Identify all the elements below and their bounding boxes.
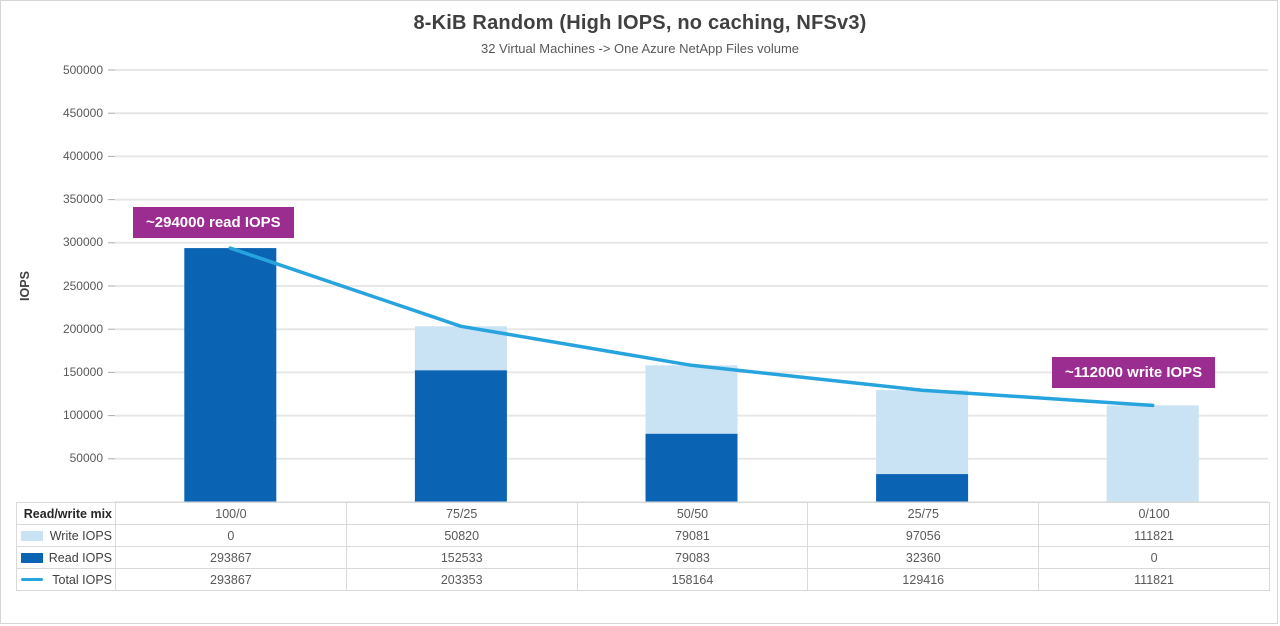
table-row-label: Write IOPS [49, 528, 112, 543]
data-table: Read/write mix 100/0 75/25 50/50 25/75 0/100 W… [16, 502, 1270, 591]
table-cell-r1-c2: 79081 [577, 525, 809, 547]
chart-title: 8-KiB Random (High IOPS, no caching, NFS… [413, 12, 867, 34]
write-iops-bar [414, 326, 507, 371]
y-tick-label: 450000 [62, 105, 103, 120]
y-tick-label: 350000 [62, 192, 103, 207]
y-tick-label: 100000 [62, 408, 103, 423]
write-iops-bar [1106, 405, 1199, 502]
table-row-label: Total IOPS [52, 572, 112, 587]
table-cell-r0-c0: 100/0 [116, 503, 347, 525]
table-cell-r3-c0: 293867 [116, 569, 347, 591]
table-cell-r2-c4: 0 [1039, 547, 1270, 569]
table-cell-r2-c1: 152533 [346, 547, 578, 569]
table-row-header-write-iops: Write IOPS [17, 525, 116, 547]
table-cell-r0-c1: 75/25 [346, 503, 578, 525]
table-row-label: Read IOPS [48, 550, 112, 565]
table-cell-r2-c0: 293867 [116, 547, 347, 569]
read-iops-bar [184, 248, 277, 502]
y-tick-label: 200000 [62, 321, 103, 336]
table-cell-r2-c2: 79083 [577, 547, 809, 569]
y-tick-label: 50000 [69, 451, 103, 466]
y-tick-label: 150000 [62, 364, 103, 379]
annotation-write-iops: ~112000 write IOPS [1052, 357, 1216, 388]
table-cell-r2-c3: 32360 [808, 547, 1040, 569]
write-legend-swatch-icon [21, 530, 43, 541]
table-row-header-read-write-mix: Read/write mix [17, 503, 116, 525]
y-tick-label: 400000 [62, 148, 103, 163]
table-cell-r3-c3: 129416 [808, 569, 1040, 591]
chart-subtitle: 32 Virtual Machines -> One Azure NetApp … [480, 41, 800, 56]
table-cell-r1-c3: 97056 [808, 525, 1040, 547]
y-tick-label: 250000 [62, 278, 103, 293]
table-row-header-read-iops: Read IOPS [17, 547, 116, 569]
read-iops-bar [414, 370, 507, 502]
table-cell-r0-c2: 50/50 [577, 503, 809, 525]
read-iops-bar [645, 433, 738, 502]
read-legend-swatch-icon [21, 552, 43, 563]
table-row-label: Read/write mix [23, 506, 112, 521]
table-cell-r1-c1: 50820 [346, 525, 578, 547]
total-iops-line [228, 246, 1155, 408]
y-tick-label: 500000 [62, 62, 103, 77]
table-cell-r0-c4: 0/100 [1039, 503, 1270, 525]
y-tick-label: 300000 [62, 235, 103, 250]
line-legend-swatch-icon [21, 578, 43, 581]
write-iops-bar [645, 365, 738, 434]
annotation-read-iops: ~294000 read IOPS [133, 207, 294, 238]
write-iops-bar [876, 390, 969, 475]
table-cell-r0-c3: 25/75 [808, 503, 1040, 525]
table-cell-r3-c1: 203353 [346, 569, 578, 591]
table-cell-r3-c4: 111821 [1039, 569, 1270, 591]
table-cell-r1-c0: 0 [116, 525, 347, 547]
table-cell-r1-c4: 111821 [1039, 525, 1270, 547]
read-iops-bar [876, 474, 969, 502]
table-cell-r3-c2: 158164 [577, 569, 809, 591]
table-row-header-total-iops: Total IOPS [17, 569, 116, 591]
